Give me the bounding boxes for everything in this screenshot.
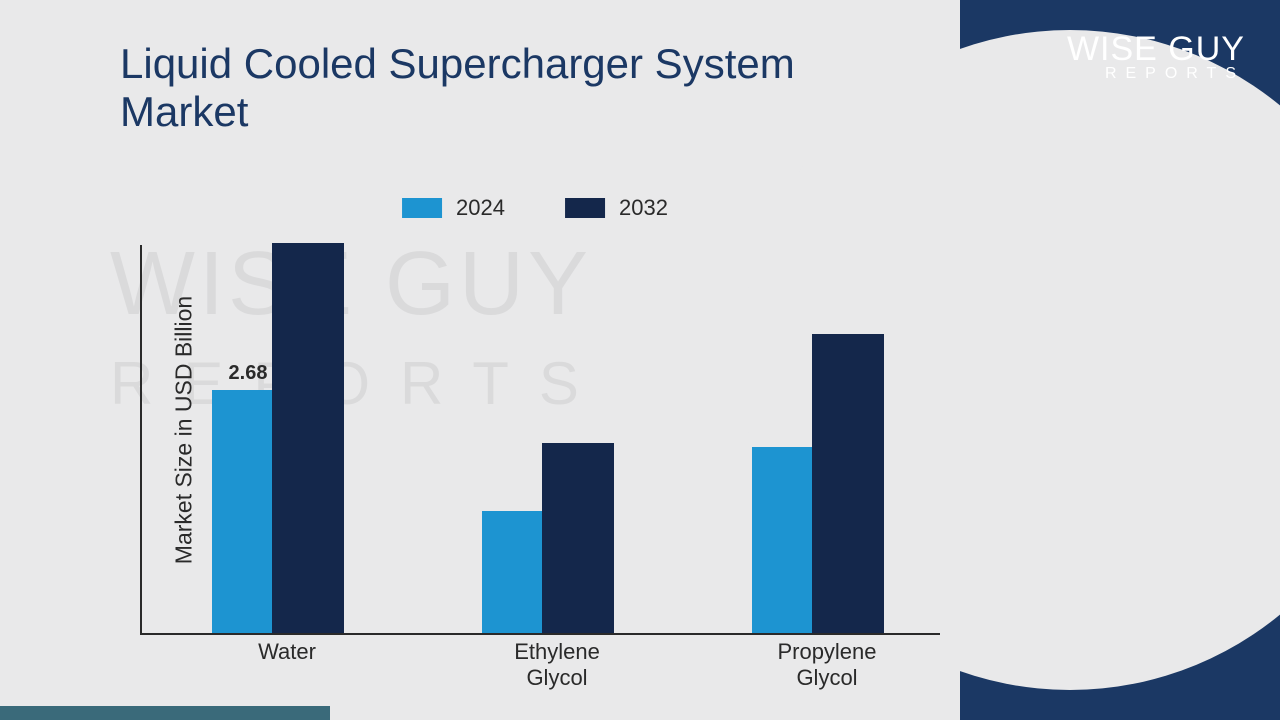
bar — [542, 443, 614, 633]
legend: 2024 2032 — [402, 195, 668, 221]
bar-group: EthyleneGlycol — [482, 443, 632, 633]
bar — [272, 243, 344, 633]
bar — [812, 334, 884, 633]
logo-line1: WISE GUY — [1067, 30, 1245, 69]
bar-group: 2.68Water — [212, 243, 362, 633]
legend-label: 2032 — [619, 195, 668, 221]
brand-logo: WISE GUY REPORTS — [1067, 30, 1245, 83]
legend-item: 2032 — [565, 195, 668, 221]
bottom-accent-bar — [0, 706, 330, 720]
chart-area: 20242032 Market Size in USD Billion 2.68… — [130, 195, 940, 665]
x-axis-label: Water — [187, 639, 387, 665]
bar-value-label: 2.68 — [229, 362, 268, 385]
legend-swatch — [565, 198, 605, 218]
x-axis-label: PropyleneGlycol — [727, 639, 927, 692]
legend-label: 2024 — [456, 195, 505, 221]
chart-title: Liquid Cooled Supercharger System Market — [120, 40, 850, 137]
x-axis-label: EthyleneGlycol — [457, 639, 657, 692]
legend-swatch — [402, 198, 442, 218]
bar-group: PropyleneGlycol — [752, 334, 902, 633]
plot-area: 2.68Water EthyleneGlycol PropyleneGlycol — [140, 245, 940, 635]
legend-item: 2024 — [402, 195, 505, 221]
